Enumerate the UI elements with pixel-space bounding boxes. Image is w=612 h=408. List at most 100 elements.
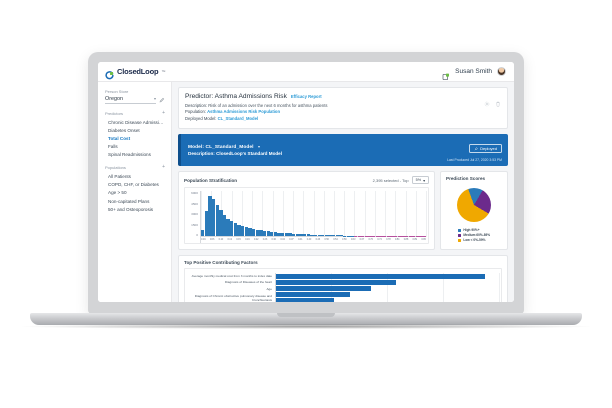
histogram-bar[interactable]: [244, 226, 248, 237]
histogram-bar[interactable]: [339, 235, 343, 237]
sidebar-item-non-capitated-plans[interactable]: Non-capitated Plans: [108, 198, 150, 204]
sidebar-item-chronic-disease-admissions[interactable]: Chronic Disease Admissions L...: [108, 119, 165, 125]
histogram-bar[interactable]: [259, 230, 263, 237]
factors-body: Average monthly medical cost from 3 mont…: [187, 272, 500, 302]
factor-bar[interactable]: [276, 291, 350, 297]
histogram-bar[interactable]: [219, 210, 223, 237]
sidebar-item-spinal-readmissions[interactable]: Spinal Readmissions: [108, 152, 151, 158]
notification-icon[interactable]: [442, 68, 450, 80]
edit-pencil-icon[interactable]: [159, 97, 165, 103]
predictor-title-row: Predictor: Asthma Admissions Risk Effica…: [185, 93, 501, 100]
histogram-bar[interactable]: [317, 234, 321, 237]
histogram-bar[interactable]: [201, 229, 205, 237]
histogram-bar[interactable]: [270, 231, 274, 237]
sidebar-group-populations: Populations + All Patients COPD, CHF, or…: [105, 163, 165, 213]
sidebar-item-all-patients[interactable]: All Patients: [108, 174, 131, 180]
histogram-bar[interactable]: [346, 235, 350, 237]
histogram-bar[interactable]: [310, 234, 314, 237]
histogram-bar[interactable]: [273, 232, 278, 237]
user-name[interactable]: Susan Smith: [455, 68, 492, 75]
histogram-bar[interactable]: [208, 195, 212, 237]
user-avatar[interactable]: [497, 67, 506, 76]
sidebar-item-copd-chf-diabetes[interactable]: COPD, CHF, or Diabetes: [108, 182, 159, 188]
person-store-value: Oregon: [105, 95, 123, 102]
predictor-deployed-model-link[interactable]: CL_Standard_Model: [217, 115, 259, 121]
histogram-bar[interactable]: [215, 204, 219, 237]
factor-label: Diagnosis of Diseases of the heart: [224, 280, 272, 285]
top-percent-select[interactable]: 5% ▾: [411, 176, 429, 185]
histogram-bar[interactable]: [266, 231, 270, 237]
model-description-value: ClosedLoop's Standard Model: [216, 151, 283, 157]
histogram-bar[interactable]: [335, 235, 339, 237]
stratification-bars[interactable]: [201, 191, 427, 238]
histogram-bar[interactable]: [255, 229, 259, 237]
plus-icon[interactable]: +: [162, 109, 165, 116]
histogram-bar[interactable]: [251, 228, 256, 237]
histogram-bar[interactable]: [368, 235, 372, 237]
histogram-bar[interactable]: [222, 214, 227, 237]
gear-icon[interactable]: [484, 94, 490, 107]
x-tick: 0.19: [245, 238, 250, 242]
histogram-bar[interactable]: [292, 233, 296, 237]
histogram-bar[interactable]: [233, 222, 238, 237]
histogram-bar[interactable]: [353, 235, 358, 237]
x-tick: 0.41: [297, 238, 303, 242]
brand-logo[interactable]: ClosedLoop ™: [105, 67, 165, 80]
sidebar-item-50-plus-osteoporosis[interactable]: 50+ and Osteoporosis: [108, 206, 154, 212]
legend-item[interactable]: High 90%+: [457, 228, 490, 232]
factors-bars[interactable]: [275, 273, 499, 302]
predictor-population-link[interactable]: Asthma Admissions Risk Population: [207, 109, 281, 115]
trash-icon[interactable]: [495, 94, 501, 107]
histogram-bar[interactable]: [299, 234, 303, 237]
model-banner-model-row[interactable]: Model: CL_Standard_Model ▾: [188, 144, 447, 150]
factor-bar[interactable]: [276, 273, 485, 279]
factor-bar[interactable]: [276, 279, 397, 285]
histogram-bar[interactable]: [361, 235, 365, 237]
histogram-bar[interactable]: [302, 234, 307, 237]
legend-item[interactable]: Low < 0%-59%: [457, 238, 490, 242]
predictor-description-label: Description:: [185, 103, 208, 108]
sidebar-item-total-cost[interactable]: Total Cost: [105, 134, 165, 142]
prediction-scores-pie[interactable]: [457, 188, 491, 223]
closedloop-logo-icon: [105, 67, 114, 80]
histogram-bar[interactable]: [204, 211, 208, 237]
histogram-bar[interactable]: [230, 221, 234, 237]
histogram-bar[interactable]: [277, 232, 281, 237]
sidebar-item-falls[interactable]: Falls: [108, 144, 118, 150]
sidebar-item-age-over-50[interactable]: Age > 50: [108, 190, 127, 196]
efficacy-report-link[interactable]: Efficacy Report: [290, 94, 322, 99]
histogram-bar[interactable]: [211, 198, 216, 237]
histogram-bar[interactable]: [332, 235, 336, 237]
histogram-bar[interactable]: [324, 235, 329, 237]
histogram-bar[interactable]: [237, 224, 241, 237]
histogram-bar[interactable]: [364, 235, 369, 237]
histogram-bar[interactable]: [288, 233, 292, 237]
histogram-bar[interactable]: [306, 234, 310, 237]
person-store-select[interactable]: Oregon ▾: [105, 96, 156, 104]
deployed-status-badge[interactable]: Deployed: [469, 144, 502, 154]
factor-bar[interactable]: [276, 285, 371, 291]
histogram-bar[interactable]: [241, 225, 245, 237]
sidebar-group-predictors: Predictors + Chronic Disease Admissions …: [105, 109, 165, 159]
histogram-bar[interactable]: [313, 234, 318, 237]
histogram-bar[interactable]: [328, 235, 332, 237]
x-tick: 0.06: [209, 238, 215, 242]
histogram-bar[interactable]: [342, 235, 347, 237]
histogram-bar[interactable]: [350, 235, 354, 237]
app-top-bar: ClosedLoop ™ Susan Smith: [98, 62, 514, 82]
histogram-bar[interactable]: [295, 233, 299, 237]
histogram-bar[interactable]: [262, 230, 267, 237]
plus-icon[interactable]: +: [162, 163, 165, 170]
histogram-bar[interactable]: [281, 232, 285, 237]
histogram-bar[interactable]: [321, 234, 325, 237]
sidebar-item-diabetes-onset[interactable]: Diabetes Onset: [108, 127, 140, 133]
legend-item[interactable]: Medium 60%-89%: [457, 233, 490, 237]
top-factors-panel: Top Positive Contributing Factors Averag…: [178, 255, 508, 302]
model-banner-right: Deployed Last Produced Jul 27, 2020 3:53…: [447, 138, 502, 162]
histogram-bar[interactable]: [226, 218, 230, 237]
histogram-bar[interactable]: [248, 227, 252, 237]
model-label: Model:: [188, 144, 205, 150]
factor-bar[interactable]: [276, 297, 334, 302]
histogram-bar[interactable]: [284, 233, 289, 237]
histogram-bar[interactable]: [357, 235, 361, 237]
